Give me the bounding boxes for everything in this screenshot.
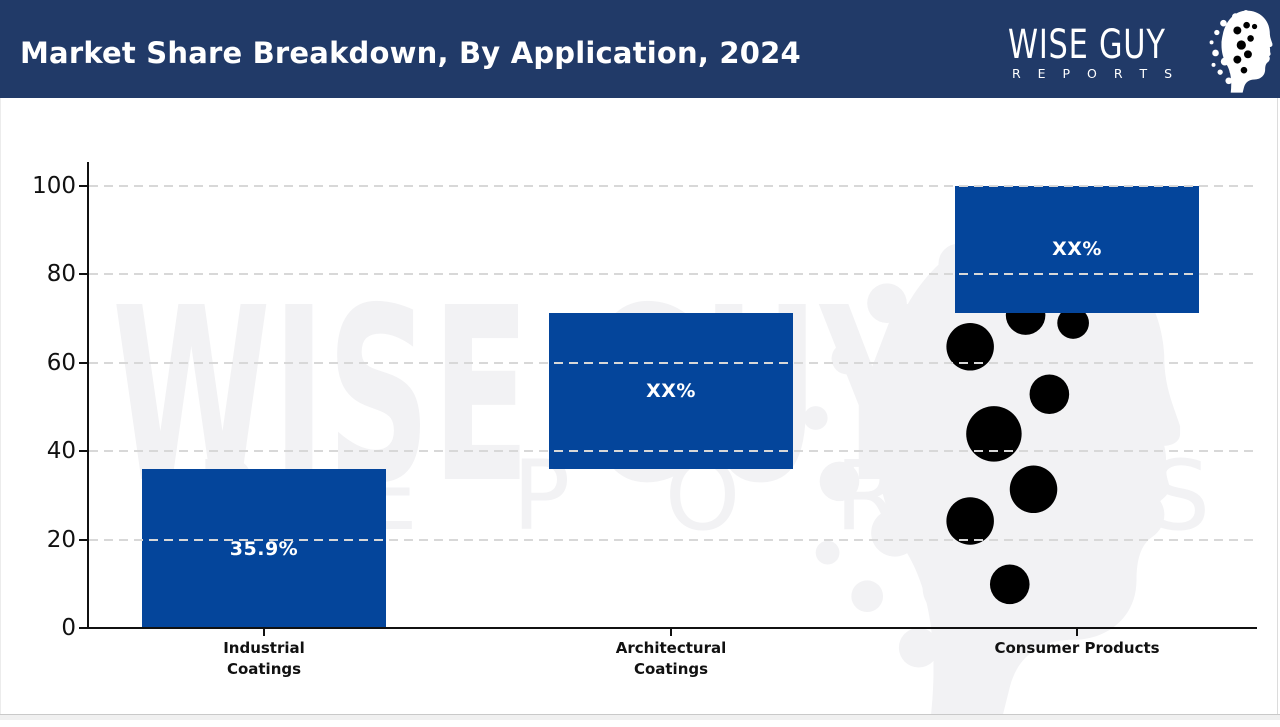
frame-left-edge (0, 98, 1, 714)
bar-industrial-coatings: 35.9% (142, 469, 386, 628)
brand-logo-wordmark: WISE GUY (1008, 22, 1166, 68)
y-tick-label-40: 40 (46, 438, 76, 464)
y-gridline-40 (89, 450, 1253, 452)
y-tick-mark-80 (79, 273, 87, 275)
y-tick-mark-20 (79, 538, 87, 541)
brand-logo-face-icon (1206, 8, 1274, 94)
y-tick-label-100: 100 (32, 172, 76, 199)
x-category-label-2: Consumer Products (994, 639, 1160, 657)
y-tick-label-0: 0 (61, 615, 76, 641)
bar-value-label: 35.9% (229, 537, 299, 560)
brand-logo: WISE GUY R E P O R T S (1006, 4, 1274, 96)
y-tick-mark-0 (79, 627, 87, 629)
y-gridline-20 (89, 538, 1253, 541)
x-tick-mark-2 (1076, 629, 1078, 636)
y-tick-mark-100 (79, 184, 87, 187)
y-tick-label-60: 60 (46, 349, 76, 376)
frame-bottom-line (0, 714, 1280, 715)
y-gridline-100 (89, 184, 1253, 187)
x-tick-mark-0 (263, 629, 265, 636)
y-tick-mark-40 (79, 450, 87, 452)
y-axis-spine (87, 162, 89, 629)
y-tick-label-80: 80 (46, 261, 76, 287)
y-gridline-80 (89, 273, 1253, 275)
y-tick-mark-60 (79, 361, 87, 364)
x-axis-spine (87, 627, 1257, 629)
y-tick-label-20: 20 (46, 526, 76, 553)
y-gridline-60 (89, 361, 1253, 364)
x-tick-mark-1 (670, 629, 672, 636)
brand-logo-reports-text: R E P O R T S (1012, 66, 1179, 81)
x-category-label-0: Industrial Coatings (223, 639, 305, 678)
frame-bottom-fill (0, 715, 1280, 720)
bar-value-label: XX% (646, 380, 696, 403)
x-category-label-1: Architectural Coatings (615, 639, 727, 678)
header-bar: Market Share Breakdown, By Application, … (0, 0, 1280, 98)
frame-right-edge (1277, 98, 1278, 714)
page-title: Market Share Breakdown, By Application, … (20, 36, 801, 70)
bar-architectural-coatings: XX% (549, 313, 793, 470)
